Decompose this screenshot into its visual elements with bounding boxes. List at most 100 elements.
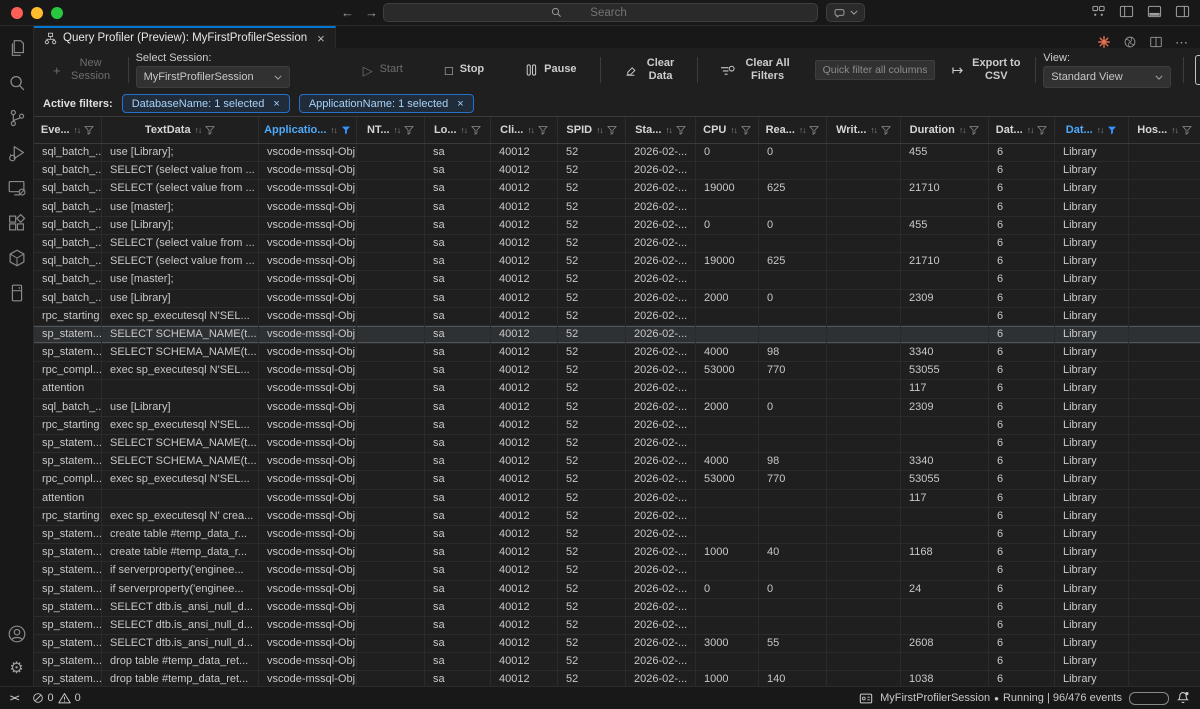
remote-indicator-icon[interactable]: ><: [10, 693, 19, 703]
settings-gear-icon[interactable]: ⚙: [9, 659, 24, 677]
column-header-ntuser[interactable]: NT... ↑↓: [357, 117, 425, 143]
sort-icon[interactable]: ↑↓: [1026, 125, 1034, 135]
toggle-secondary-sidebar-icon[interactable]: [1175, 4, 1190, 19]
filter-icon[interactable]: [881, 125, 891, 135]
maximize-window-button[interactable]: [51, 7, 63, 19]
table-row[interactable]: sp_statem... create table #temp_data_r...…: [34, 525, 1200, 545]
table-row[interactable]: sp_statem... SELECT dtb.is_ansi_null_d...…: [34, 598, 1200, 617]
table-row[interactable]: sp_statem... if serverproperty('enginee..…: [34, 562, 1200, 581]
filter-icon[interactable]: [205, 125, 215, 135]
sort-icon[interactable]: ↑↓: [596, 125, 603, 135]
sort-icon[interactable]: ↑↓: [958, 125, 966, 135]
filter-icon[interactable]: [969, 125, 980, 135]
table-row[interactable]: attention vscode-mssql-Obj... sa 40012 52 202…: [34, 380, 1200, 399]
run-debug-icon[interactable]: [0, 135, 33, 170]
sort-icon[interactable]: ↑↓: [1171, 125, 1178, 135]
table-row[interactable]: rpc_starting exec sp_executesql N' crea..…: [34, 507, 1200, 526]
table-row[interactable]: sql_batch_... SELECT (select value from .…: [34, 180, 1200, 199]
table-row[interactable]: sql_batch_... use [Library]; vscode-mssql-…: [34, 216, 1200, 235]
column-header-writes[interactable]: Writ... ↑↓: [827, 117, 901, 143]
table-row[interactable]: sp_statem... SELECT SCHEMA_NAME(t... vscod…: [34, 453, 1200, 472]
customize-layout-icon[interactable]: [1091, 4, 1106, 19]
back-icon[interactable]: ←: [341, 5, 354, 20]
starburst-extension-icon[interactable]: [1097, 35, 1111, 49]
column-header-textdata[interactable]: TextData ↑↓: [102, 117, 259, 143]
filter-icon[interactable]: [1107, 125, 1117, 135]
forward-icon[interactable]: →: [365, 5, 378, 20]
filter-chip-databasename[interactable]: DatabaseName: 1 selected ×: [121, 94, 290, 113]
remove-filter-icon[interactable]: ×: [273, 97, 280, 110]
table-row[interactable]: sp_statem... SELECT SCHEMA_NAME(t... vscod…: [34, 435, 1200, 454]
table-row[interactable]: rpc_starting exec sp_executesql N'SEL... v…: [34, 307, 1200, 326]
column-header-clientpid[interactable]: Cli... ↑↓: [491, 117, 558, 143]
column-header-event[interactable]: Eve... ↑↓: [34, 117, 102, 143]
filter-icon[interactable]: [809, 125, 820, 135]
column-header-dbname[interactable]: Dat... ↑↓: [1055, 117, 1129, 143]
table-row[interactable]: sql_batch_... SELECT (select value from .…: [34, 253, 1200, 272]
table-row[interactable]: sp_statem... SELECT dtb.is_ansi_null_d...…: [34, 635, 1200, 654]
containers-icon[interactable]: [0, 240, 33, 275]
column-header-duration[interactable]: Duration ↑↓: [901, 117, 989, 143]
sort-icon[interactable]: ↑↓: [460, 125, 468, 135]
clear-data-button[interactable]: Clear Data: [616, 57, 685, 83]
column-header-application[interactable]: Applicatio... ↑↓: [259, 117, 357, 143]
clear-all-filters-button[interactable]: Clear All Filters: [713, 57, 801, 83]
more-actions-icon[interactable]: ⋯: [1175, 34, 1188, 50]
column-header-spid[interactable]: SPID ↑↓: [558, 117, 626, 143]
table-row[interactable]: sp_statem... SELECT SCHEMA_NAME(t... vscod…: [34, 325, 1200, 345]
table-row[interactable]: sp_statem... SELECT dtb.is_ansi_null_d...…: [34, 616, 1200, 636]
copilot-swirl-icon[interactable]: [1123, 35, 1137, 49]
table-row[interactable]: sp_statem... drop table #temp_data_ret...…: [34, 671, 1200, 686]
toggle-primary-sidebar-icon[interactable]: [1119, 4, 1134, 19]
split-editor-icon[interactable]: [1149, 35, 1163, 49]
command-center-search[interactable]: [383, 3, 818, 22]
table-row[interactable]: sql_batch_... SELECT (select value from .…: [34, 162, 1200, 181]
filter-icon[interactable]: [537, 125, 548, 135]
notifications-bell-icon[interactable]: [1176, 691, 1190, 705]
new-session-button[interactable]: + New Session: [53, 56, 111, 82]
search-sidebar-icon[interactable]: [0, 65, 33, 100]
table-row[interactable]: sp_statem... SELECT SCHEMA_NAME(t... vscod…: [34, 344, 1200, 363]
table-row[interactable]: sp_statem... if serverproperty('enginee..…: [34, 580, 1200, 599]
sort-icon[interactable]: ↑↓: [665, 125, 672, 135]
tab-query-profiler[interactable]: Query Profiler (Preview): MyFirstProfile…: [34, 26, 336, 48]
filter-icon[interactable]: [471, 125, 481, 135]
table-row[interactable]: sql_batch_... use [Library] vscode-mssql-O…: [34, 398, 1200, 417]
table-row[interactable]: rpc_compl... exec sp_executesql N'SEL... v…: [34, 471, 1200, 490]
column-header-starttime[interactable]: Sta... ↑↓: [626, 117, 696, 143]
profiler-session-status[interactable]: MyFirstProfilerSession ● Running | 96/47…: [880, 692, 1122, 704]
source-control-icon[interactable]: [0, 100, 33, 135]
sort-icon[interactable]: ↑↓: [870, 125, 877, 135]
filter-icon[interactable]: [341, 125, 351, 135]
table-row[interactable]: sql_batch_... use [master]; vscode-mssql-O…: [34, 198, 1200, 217]
table-row[interactable]: sp_statem... create table #temp_data_r...…: [34, 544, 1200, 563]
table-row[interactable]: attention vscode-mssql-Obj... sa 40012 52 202…: [34, 489, 1200, 508]
filter-icon[interactable]: [1181, 125, 1192, 135]
sort-icon[interactable]: ↑↓: [798, 125, 806, 135]
start-button[interactable]: ▷ Start: [362, 62, 403, 78]
problems-indicator[interactable]: 0 0: [32, 692, 81, 704]
table-row[interactable]: sql_batch_... SELECT (select value from .…: [34, 234, 1200, 254]
session-select[interactable]: MyFirstProfilerSession: [135, 66, 290, 88]
filter-chip-applicationname[interactable]: ApplicationName: 1 selected ×: [298, 94, 474, 113]
search-input[interactable]: [566, 5, 651, 20]
pause-button[interactable]: Pause: [519, 63, 583, 76]
sort-icon[interactable]: ↑↓: [330, 125, 337, 135]
sort-icon[interactable]: ↑↓: [527, 125, 534, 135]
table-row[interactable]: sql_batch_... use [Library] vscode-mssql-O…: [34, 289, 1200, 308]
column-header-dbid[interactable]: Dat... ↑↓: [989, 117, 1055, 143]
autoscroll-toggle[interactable]: ↓ Auto-scroll: [1195, 55, 1200, 85]
copilot-menu-button[interactable]: [826, 3, 865, 22]
table-row[interactable]: sp_statem... drop table #temp_data_ret...…: [34, 653, 1200, 672]
account-icon[interactable]: [0, 616, 33, 651]
column-header-reads[interactable]: Rea... ↑↓: [759, 117, 827, 143]
column-header-cpu[interactable]: CPU ↑↓: [696, 117, 759, 143]
stop-button[interactable]: □ Stop: [444, 62, 485, 78]
extensions-icon[interactable]: [0, 205, 33, 240]
filter-icon[interactable]: [606, 125, 617, 135]
sort-icon[interactable]: ↑↓: [73, 125, 81, 135]
quick-filter-input[interactable]: [814, 60, 935, 80]
sort-icon[interactable]: ↑↓: [730, 125, 737, 135]
view-select[interactable]: Standard View: [1043, 66, 1172, 88]
table-row[interactable]: rpc_starting exec sp_executesql N'SEL... v…: [34, 416, 1200, 435]
